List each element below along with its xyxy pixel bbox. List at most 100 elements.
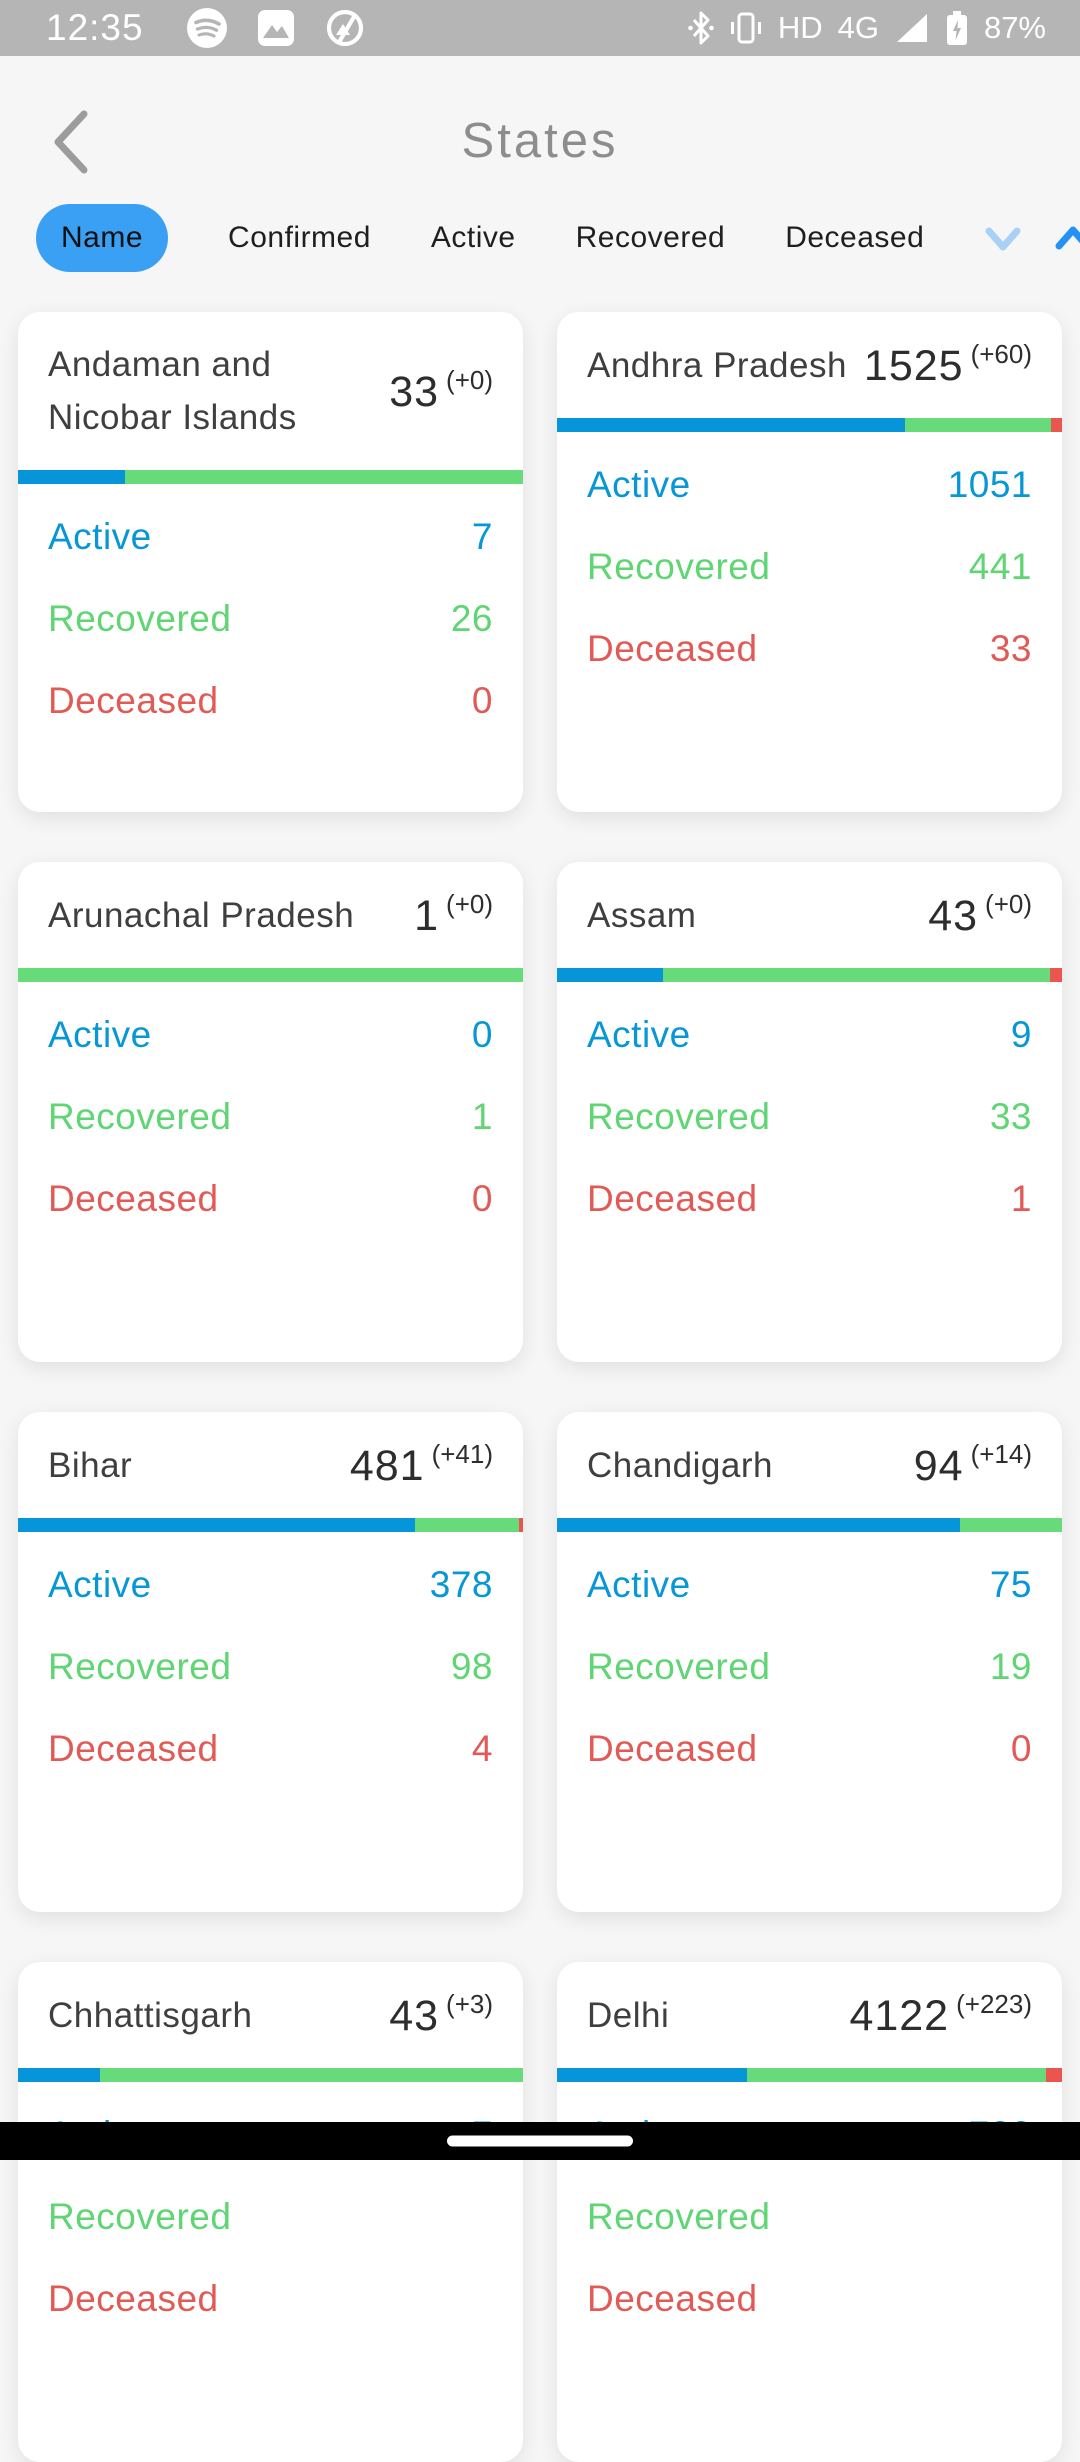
- active-label: Active: [48, 1564, 152, 1605]
- case-distribution-bar: [557, 2068, 1062, 2082]
- recovered-label: Recovered: [48, 1096, 232, 1137]
- state-card-header: Delhi 4122 (+223): [557, 1962, 1062, 2068]
- state-card-header: Andhra Pradesh 1525 (+60): [557, 312, 1062, 418]
- state-name: Chhattisgarh: [48, 1995, 253, 2035]
- deceased-row: Deceased: [48, 2276, 493, 2321]
- stat-rows: Active 378 Recovered 98 Deceased 4: [18, 1532, 523, 1771]
- bar-segment-recovered: [747, 2068, 1047, 2082]
- active-label: Active: [587, 1564, 691, 1605]
- filter-chip-recovered[interactable]: Recovered: [575, 221, 726, 254]
- deceased-label: Deceased: [48, 1178, 219, 1219]
- sort-ascending-icon[interactable]: [1054, 223, 1080, 253]
- stat-rows: Active788RecoveredDeceased: [557, 2082, 1062, 2321]
- case-distribution-bar: [18, 470, 523, 484]
- deceased-label: Deceased: [587, 1728, 758, 1769]
- bar-segment-active: [557, 2068, 748, 2082]
- deceased-value: 0: [471, 1178, 493, 1219]
- deceased-value: 0: [471, 680, 493, 721]
- bar-segment-deceased: [518, 1518, 523, 1532]
- status-bar: 12:35 HD 4G: [0, 0, 1080, 56]
- filter-chip-confirmed[interactable]: Confirmed: [228, 221, 371, 254]
- android-q-icon: [326, 9, 363, 47]
- bar-segment-recovered: [904, 418, 1051, 432]
- recovered-value: 98: [450, 1646, 493, 1687]
- confirmed-delta: (+60): [970, 339, 1032, 369]
- case-distribution-bar: [557, 968, 1062, 982]
- confirmed-count: 94 (+14): [914, 1439, 1032, 1491]
- deceased-label: Deceased: [48, 1728, 219, 1769]
- sort-descending-icon[interactable]: [984, 223, 1022, 253]
- state-card[interactable]: Delhi4122(+223)Active788RecoveredDecease…: [557, 1962, 1062, 2462]
- state-card-header: Chandigarh 94 (+14): [557, 1412, 1062, 1518]
- state-card-header: Arunachal Pradesh 1 (+0): [18, 862, 523, 968]
- state-card[interactable]: Assam 43 (+0) Active 9 Recovered 33 Deceased 1: [557, 862, 1062, 1362]
- recovered-label: Recovered: [48, 1646, 232, 1687]
- bar-segment-active: [18, 470, 126, 484]
- deceased-row: Deceased 0: [48, 678, 493, 723]
- bar-segment-recovered: [125, 470, 523, 484]
- bar-segment-recovered: [662, 968, 1050, 982]
- confirmed-count: 1 (+0): [414, 889, 493, 941]
- sort-controls: [984, 223, 1080, 253]
- state-card[interactable]: Arunachal Pradesh 1 (+0) Active 0 Recovered 1 D…: [18, 862, 523, 1362]
- active-value: 378: [429, 1564, 493, 1605]
- filter-chip-active[interactable]: Active: [430, 221, 516, 254]
- recovered-value: 26: [450, 598, 493, 639]
- active-value: 7: [471, 516, 493, 557]
- confirmed-value: 4122: [849, 1992, 950, 2040]
- deceased-label: Deceased: [587, 2278, 758, 2319]
- confirmed-value: 94: [913, 1442, 964, 1490]
- bluetooth-icon: [688, 11, 714, 45]
- bar-segment-deceased: [1046, 2068, 1062, 2082]
- confirmed-value: 481: [349, 1442, 425, 1490]
- filter-chip-name[interactable]: Name: [36, 204, 169, 272]
- recovered-row: Recovered 33: [587, 1094, 1032, 1139]
- active-label: Active: [48, 516, 152, 557]
- confirmed-count: 43 (+0): [928, 889, 1032, 941]
- gesture-nav-bar: [0, 2122, 1080, 2160]
- state-card[interactable]: Andaman and Nicobar Islands 33 (+0) Active 7…: [18, 312, 523, 812]
- state-name: Assam: [587, 895, 697, 935]
- back-button[interactable]: [46, 108, 94, 176]
- state-card[interactable]: Andhra Pradesh 1525 (+60) Active 1051 Recover…: [557, 312, 1062, 812]
- confirmed-value: 1525: [863, 342, 964, 390]
- recovered-value: 1: [471, 1096, 493, 1137]
- recovered-row: Recovered 1: [48, 1094, 493, 1139]
- confirmed-delta: (+14): [970, 1439, 1032, 1469]
- state-card-header: Andaman and Nicobar Islands 33 (+0): [18, 312, 523, 470]
- state-card[interactable]: Bihar 481 (+41) Active 378 Recovered 98 Decease…: [18, 1412, 523, 1912]
- active-label: Active: [587, 464, 691, 505]
- home-indicator[interactable]: [447, 2135, 633, 2147]
- deceased-row: Deceased: [587, 2276, 1032, 2321]
- state-name: Arunachal Pradesh: [48, 895, 355, 935]
- active-row: Active 378: [48, 1562, 493, 1607]
- confirmed-value: 43: [928, 892, 979, 940]
- filter-row: Name Confirmed Active Recovered Deceased: [36, 204, 1080, 272]
- active-value: 9: [1010, 1014, 1032, 1055]
- deceased-row: Deceased 0: [48, 1176, 493, 1221]
- active-row: Active 1051: [587, 462, 1032, 507]
- recovered-label: Recovered: [587, 1646, 771, 1687]
- case-distribution-bar: [18, 2068, 523, 2082]
- recovered-row: Recovered: [587, 2194, 1032, 2239]
- bar-segment-active: [18, 2068, 101, 2082]
- battery-charging-icon: [946, 11, 967, 45]
- active-label: Active: [48, 1014, 152, 1055]
- filter-chip-deceased[interactable]: Deceased: [785, 221, 925, 254]
- confirmed-value: 43: [389, 1992, 440, 2040]
- active-row: Active 9: [587, 1012, 1032, 1057]
- bar-segment-active: [557, 418, 905, 432]
- recovered-row: Recovered 26: [48, 596, 493, 641]
- confirmed-count: 481 (+41): [350, 1439, 493, 1491]
- confirmed-delta: (+223): [956, 1989, 1032, 2019]
- bar-segment-recovered: [959, 1518, 1062, 1532]
- deceased-label: Deceased: [587, 628, 758, 669]
- confirmed-value: 33: [389, 368, 440, 416]
- confirmed-count: 1525 (+60): [864, 339, 1032, 391]
- signal-icon: [896, 14, 927, 42]
- recovered-label: Recovered: [587, 546, 771, 587]
- state-card[interactable]: Chandigarh 94 (+14) Active 75 Recovered 19 Dece…: [557, 1412, 1062, 1912]
- state-card[interactable]: Chhattisgarh43(+3)Active7RecoveredDeceas…: [18, 1962, 523, 2462]
- confirmed-delta: (+3): [446, 1989, 493, 2019]
- confirmed-delta: (+0): [985, 889, 1032, 919]
